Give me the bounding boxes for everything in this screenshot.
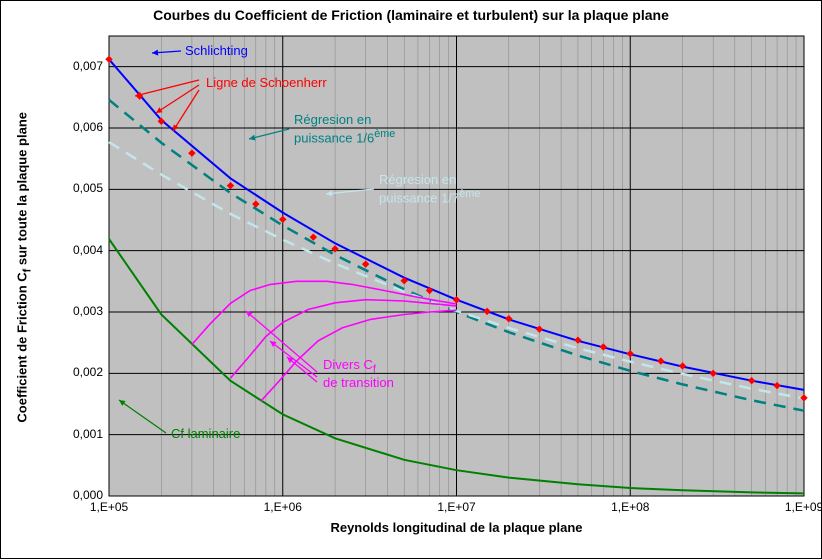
x-tick-label: 1,E+05 [81, 500, 137, 514]
marker-schoenherr [280, 216, 286, 222]
marker-schoenherr [600, 344, 606, 350]
marker-schoenherr [454, 297, 460, 303]
x-tick-label: 1,E+07 [429, 500, 485, 514]
y-tick-label: 0,004 [57, 243, 103, 257]
x-tick-label: 1,E+09 [776, 500, 822, 514]
marker-schoenherr [189, 150, 195, 156]
chart-container: Courbes du Coefficient de Friction (lami… [0, 0, 822, 559]
marker-schoenherr [710, 370, 716, 376]
marker-schoenherr [158, 118, 164, 124]
legend-label-reg16: Régresion enpuissance 1/6ème [294, 113, 395, 146]
marker-schoenherr [658, 358, 664, 364]
marker-schoenherr [801, 395, 807, 401]
legend-label-laminaire: Cf laminaire [171, 427, 240, 442]
marker-schoenherr [310, 234, 316, 240]
y-tick-label: 0,005 [57, 181, 103, 195]
y-tick-label: 0,007 [57, 59, 103, 73]
y-tick-label: 0,001 [57, 427, 103, 441]
legend-label-schoenherr: Ligne de Schoenherr [206, 76, 327, 91]
marker-schoenherr [680, 363, 686, 369]
marker-schoenherr [774, 383, 780, 389]
y-tick-label: 0,003 [57, 304, 103, 318]
y-tick-label: 0,002 [57, 365, 103, 379]
marker-schoenherr [536, 326, 542, 332]
marker-schoenherr [227, 183, 233, 189]
x-tick-label: 1,E+06 [255, 500, 311, 514]
y-axis-label: Coefficient de Friction Cf sur toute la … [15, 67, 34, 467]
marker-schoenherr [253, 201, 259, 207]
legend-label-schlichting: Schlichting [185, 44, 248, 59]
legend-label-transition: Divers Cfde transition [323, 358, 394, 391]
marker-schoenherr [363, 261, 369, 267]
chart-svg [1, 1, 822, 560]
legend-label-reg17: Régresion enpuissance 1/7ème [379, 173, 480, 206]
marker-schoenherr [749, 378, 755, 384]
x-axis-label: Reynolds longitudinal de la plaque plane [109, 520, 804, 535]
y-tick-label: 0,006 [57, 120, 103, 134]
marker-schoenherr [484, 308, 490, 314]
x-tick-label: 1,E+08 [602, 500, 658, 514]
y-tick-label: 0,000 [57, 488, 103, 502]
